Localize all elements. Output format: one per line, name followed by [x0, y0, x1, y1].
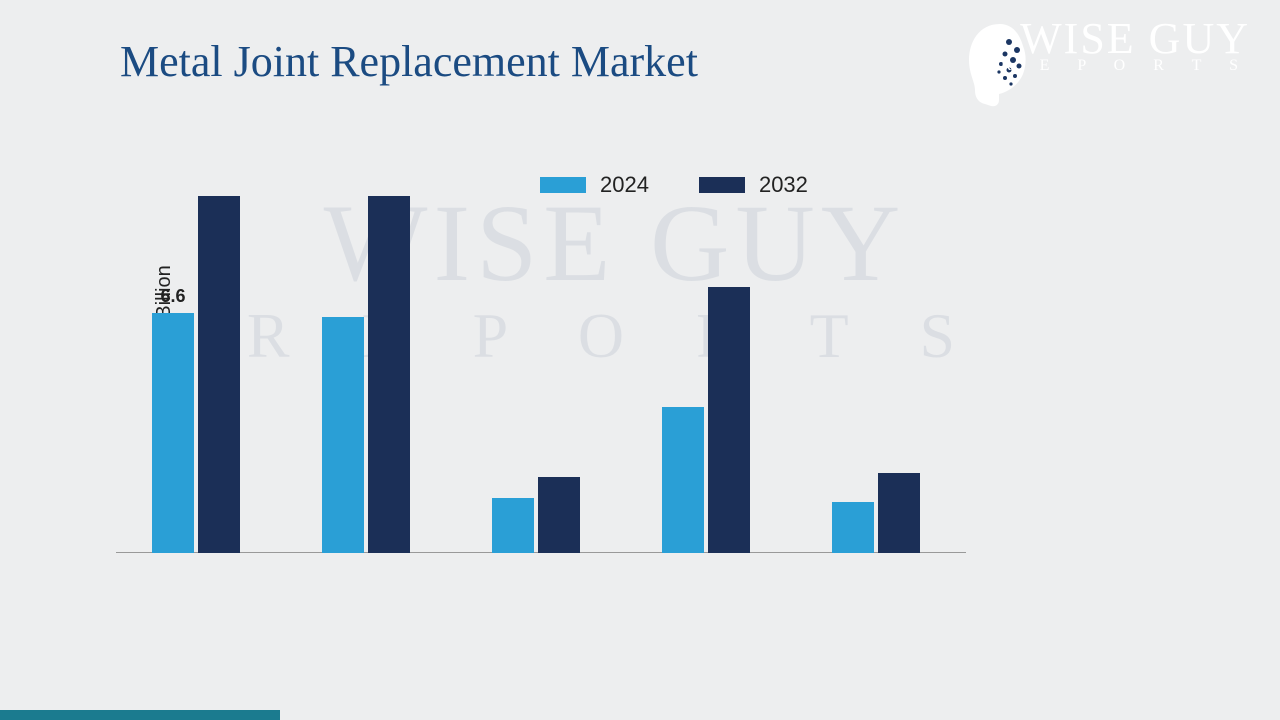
plot-area: 6.6	[116, 172, 966, 554]
bar	[152, 313, 194, 553]
chart-title: Metal Joint Replacement Market	[120, 36, 698, 87]
bar	[832, 502, 874, 553]
bar	[198, 196, 240, 553]
brand-logo-text: WISE GUY R E P O R T S	[1001, 18, 1250, 73]
bar	[538, 477, 580, 553]
bar	[878, 473, 920, 553]
bar	[368, 196, 410, 553]
brand-line-2: R E P O R T S	[1001, 58, 1250, 73]
bar	[662, 407, 704, 553]
bar-value-label: 6.6	[148, 286, 198, 307]
bar	[322, 317, 364, 553]
brand-line-1: WISE GUY	[1001, 18, 1250, 60]
footer-accent-bar	[0, 710, 280, 720]
bar	[708, 287, 750, 553]
bar	[492, 498, 534, 553]
bar-chart: Market Size in USD Billion 6.6 NORTHAMER…	[96, 172, 966, 592]
